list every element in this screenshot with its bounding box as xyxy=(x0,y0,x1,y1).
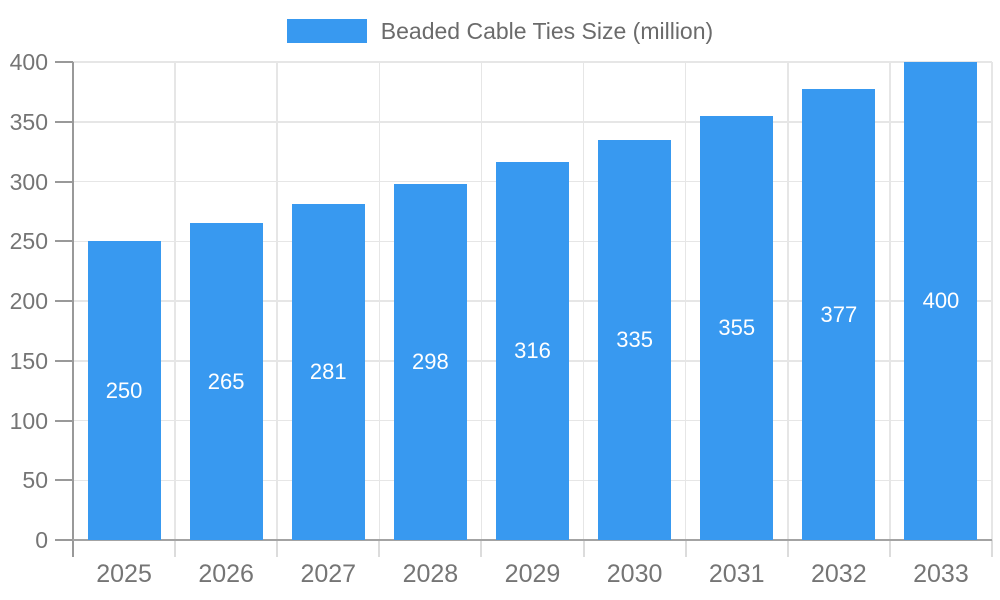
x-tick xyxy=(991,540,993,557)
y-tick-label: 0 xyxy=(35,527,48,553)
x-tick-label: 2032 xyxy=(811,560,867,588)
x-gridline xyxy=(684,62,687,540)
x-gridline xyxy=(787,62,789,540)
x-tick-label: 2033 xyxy=(913,560,969,588)
y-tick-label: 150 xyxy=(9,347,48,374)
y-tick xyxy=(55,180,73,183)
bar xyxy=(496,162,569,540)
x-tick-label: 2030 xyxy=(606,560,663,588)
x-gridline xyxy=(480,62,483,540)
bar-value-label: 316 xyxy=(514,338,551,364)
y-tick-label: 200 xyxy=(9,288,48,314)
legend-swatch xyxy=(286,19,367,43)
bar xyxy=(291,204,365,540)
x-tick-label: 2031 xyxy=(708,560,765,588)
x-tick xyxy=(276,540,279,557)
x-tick xyxy=(480,540,483,557)
x-tick xyxy=(786,540,789,557)
bar-value-label: 377 xyxy=(820,301,858,327)
legend-label: Beaded Cable Ties Size (million) xyxy=(380,17,714,44)
bar xyxy=(598,139,672,540)
x-gridline xyxy=(378,62,381,540)
y-tick xyxy=(55,419,73,422)
bar xyxy=(904,62,978,540)
y-tick xyxy=(55,479,73,482)
bar-value-label: 298 xyxy=(412,348,449,374)
x-gridline xyxy=(582,62,585,540)
x-gridline xyxy=(889,62,891,540)
legend-item[interactable]: Beaded Cable Ties Size (million) xyxy=(0,17,1000,45)
bar xyxy=(393,183,467,540)
x-tick xyxy=(582,540,585,557)
bar-value-label: 281 xyxy=(309,359,347,385)
bar xyxy=(87,241,161,540)
y-tick-label: 350 xyxy=(9,108,48,135)
y-gridline xyxy=(73,61,992,63)
x-tick-label: 2028 xyxy=(402,560,459,588)
x-tick xyxy=(888,540,891,557)
y-tick-label: 400 xyxy=(9,49,48,75)
x-gridline xyxy=(991,62,993,540)
bar xyxy=(189,223,263,540)
y-tick-label: 50 xyxy=(22,467,48,494)
y-tick-label: 250 xyxy=(9,228,48,255)
bar-value-label: 355 xyxy=(718,314,756,340)
x-tick xyxy=(174,540,177,557)
x-axis xyxy=(73,539,992,541)
x-tick-label: 2027 xyxy=(300,560,357,588)
y-tick-label: 100 xyxy=(9,407,48,434)
x-tick-label: 2029 xyxy=(504,560,561,588)
y-tick xyxy=(55,240,73,243)
x-gridline xyxy=(276,62,278,540)
bar-value-label: 265 xyxy=(207,368,245,394)
y-tick xyxy=(55,120,73,123)
bar xyxy=(700,115,774,540)
x-tick xyxy=(684,540,687,557)
y-gridline xyxy=(73,121,992,123)
x-tick-label: 2025 xyxy=(96,560,152,588)
bar-value-label: 250 xyxy=(105,377,143,403)
bar-value-label: 400 xyxy=(922,288,960,313)
y-tick-label: 300 xyxy=(9,168,48,195)
x-tick xyxy=(378,540,381,557)
y-tick xyxy=(55,300,73,302)
x-gridline xyxy=(174,62,176,540)
bar-value-label: 335 xyxy=(616,326,653,352)
y-tick xyxy=(55,359,73,362)
y-tick xyxy=(55,539,73,541)
y-tick xyxy=(55,61,73,63)
bar xyxy=(802,89,876,540)
y-axis xyxy=(72,62,74,557)
x-tick-label: 2026 xyxy=(198,560,254,588)
